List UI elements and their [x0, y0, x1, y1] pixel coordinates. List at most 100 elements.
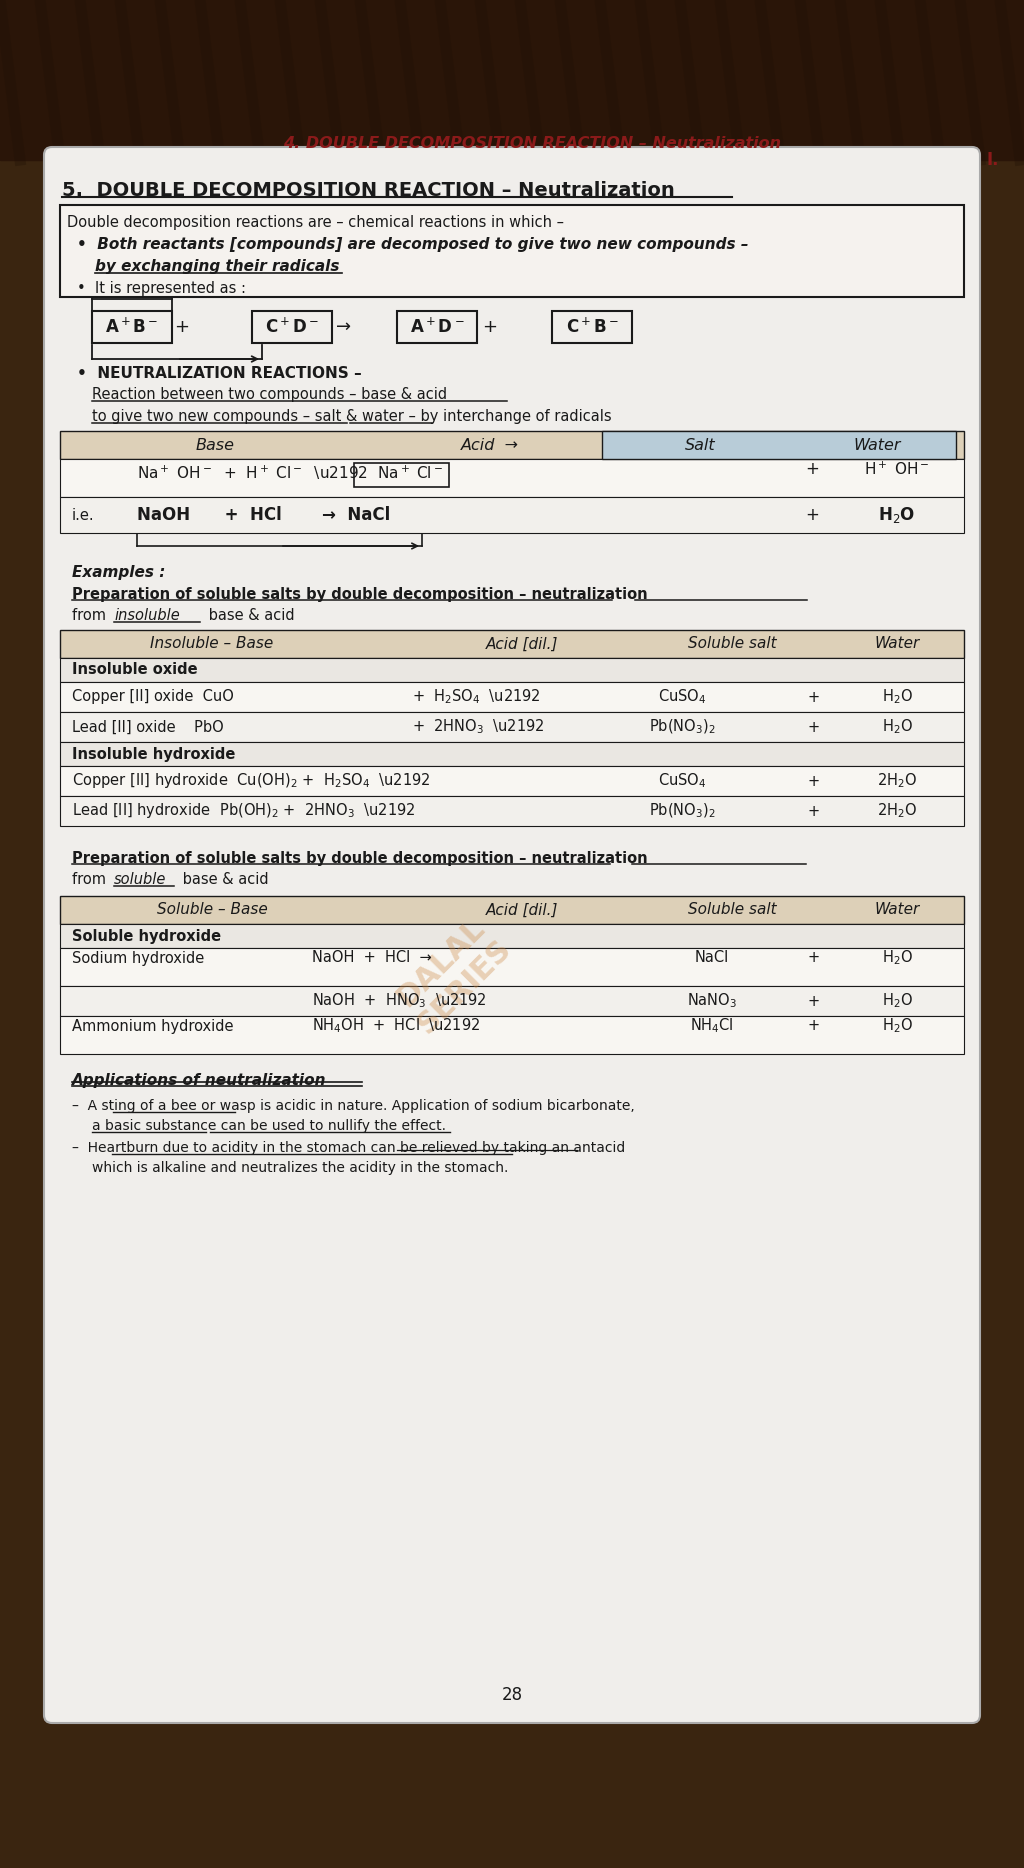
Text: Preparation of soluble salts by double decomposition – neutralization: Preparation of soluble salts by double d…	[72, 587, 647, 601]
Bar	[354, 463, 449, 488]
Text: Salt: Salt	[685, 437, 716, 452]
Text: from: from	[72, 609, 111, 624]
Text: NaOH  +  HCl  →: NaOH + HCl →	[312, 951, 432, 966]
Text: by exchanging their radicals: by exchanging their radicals	[95, 260, 340, 275]
Text: Water: Water	[874, 902, 920, 917]
Bar	[60, 682, 964, 712]
Text: +: +	[805, 460, 819, 478]
Text: Double decomposition reactions are – chemical reactions in which –: Double decomposition reactions are – che…	[67, 215, 564, 230]
Text: from: from	[72, 872, 111, 887]
Text: A$^+$D$^-$: A$^+$D$^-$	[410, 318, 464, 336]
Text: •  It is represented as :: • It is represented as :	[77, 280, 246, 295]
Bar	[60, 742, 964, 766]
Text: A$^+$B$^-$: A$^+$B$^-$	[105, 318, 159, 336]
Text: H$_2$O: H$_2$O	[882, 992, 912, 1011]
Text: which is alkaline and neutralizes the acidity in the stomach.: which is alkaline and neutralizes the ac…	[92, 1162, 508, 1175]
Text: to give two new compounds – salt & water – by interchange of radicals: to give two new compounds – salt & water…	[92, 409, 611, 424]
Text: Lead [II] oxide    PbO: Lead [II] oxide PbO	[72, 719, 224, 734]
Text: Acid [dil.]: Acid [dil.]	[485, 637, 558, 652]
Text: +: +	[808, 803, 820, 818]
Text: NaOH      +  HCl       →  NaCl: NaOH + HCl → NaCl	[137, 506, 390, 525]
Text: base & acid: base & acid	[204, 609, 295, 624]
Text: a basic substance can be used to nullify the effect.: a basic substance can be used to nullify…	[92, 1119, 446, 1134]
Text: •  NEUTRALIZATION REACTIONS –: • NEUTRALIZATION REACTIONS –	[77, 366, 361, 381]
Text: Pb(NO$_3$)$_2$: Pb(NO$_3$)$_2$	[648, 717, 716, 736]
Text: +: +	[482, 318, 498, 336]
Text: Water: Water	[853, 437, 901, 452]
Text: 2H$_2$O: 2H$_2$O	[877, 771, 918, 790]
Text: NaCl: NaCl	[695, 951, 729, 966]
Text: +: +	[174, 318, 189, 336]
Text: Reaction between two compounds – base & acid: Reaction between two compounds – base & …	[92, 387, 447, 402]
Text: +  2HNO$_3$  \u2192: + 2HNO$_3$ \u2192	[412, 717, 545, 736]
Text: soluble: soluble	[114, 872, 166, 887]
Text: +  H$_2$SO$_4$  \u2192: + H$_2$SO$_4$ \u2192	[412, 687, 541, 706]
Text: 2H$_2$O: 2H$_2$O	[877, 801, 918, 820]
Bar	[60, 460, 964, 497]
Text: NaNO$_3$: NaNO$_3$	[687, 992, 737, 1011]
Text: H$^+$ OH$^-$: H$^+$ OH$^-$	[864, 460, 930, 478]
Text: +: +	[808, 994, 820, 1009]
Text: H$_2$O: H$_2$O	[882, 687, 912, 706]
Bar	[397, 310, 477, 344]
Text: Acid  →: Acid →	[461, 437, 519, 452]
Text: +: +	[808, 689, 820, 704]
Bar	[60, 897, 964, 925]
Text: Pb(NO$_3$)$_2$: Pb(NO$_3$)$_2$	[648, 801, 716, 820]
Text: NH$_4$Cl: NH$_4$Cl	[690, 1016, 734, 1035]
Text: Acid [dil.]: Acid [dil.]	[485, 902, 558, 917]
Text: –  Heartburn due to acidity in the stomach can be relieved by taking an antacid: – Heartburn due to acidity in the stomac…	[72, 1141, 626, 1154]
Text: NaOH  +  HNO$_3$  \u2192: NaOH + HNO$_3$ \u2192	[312, 992, 486, 1011]
Text: C$^+$B$^-$: C$^+$B$^-$	[565, 318, 618, 336]
Text: CuSO$_4$: CuSO$_4$	[657, 771, 707, 790]
Text: DALAL
SERIES: DALAL SERIES	[387, 910, 517, 1040]
Text: NH$_4$OH  +  HCl  \u2192: NH$_4$OH + HCl \u2192	[312, 1016, 480, 1035]
Text: +: +	[808, 1018, 820, 1033]
Bar	[60, 205, 964, 297]
Text: Insoluble – Base: Insoluble – Base	[151, 637, 273, 652]
Text: base & acid: base & acid	[178, 872, 268, 887]
Text: Insoluble oxide: Insoluble oxide	[72, 663, 198, 678]
Text: Sodium hydroxide: Sodium hydroxide	[72, 951, 204, 966]
Text: Water: Water	[874, 637, 920, 652]
Bar	[60, 1016, 964, 1054]
Bar	[60, 796, 964, 826]
Text: H$_2$O: H$_2$O	[882, 717, 912, 736]
Text: Soluble salt: Soluble salt	[688, 637, 776, 652]
Text: +: +	[808, 719, 820, 734]
Text: Copper [II] oxide  CuO: Copper [II] oxide CuO	[72, 689, 233, 704]
Text: 5.  DOUBLE DECOMPOSITION REACTION – Neutralization: 5. DOUBLE DECOMPOSITION REACTION – Neutr…	[62, 181, 675, 200]
Text: Na$^+$ OH$^-$  +  H$^+$ Cl$^-$  \u2192  Na$^+$ Cl$^-$: Na$^+$ OH$^-$ + H$^+$ Cl$^-$ \u2192 Na$^…	[137, 463, 443, 482]
Text: H$_2$O: H$_2$O	[879, 504, 915, 525]
Text: Copper [II] hydroxide  Cu(OH)$_2$ +  H$_2$SO$_4$  \u2192: Copper [II] hydroxide Cu(OH)$_2$ + H$_2$…	[72, 771, 430, 790]
Text: Soluble salt: Soluble salt	[688, 902, 776, 917]
Text: Applications of neutralization: Applications of neutralization	[72, 1072, 327, 1087]
Text: Soluble hydroxide: Soluble hydroxide	[72, 928, 221, 943]
Text: Lead [II] hydroxide  Pb(OH)$_2$ +  2HNO$_3$  \u2192: Lead [II] hydroxide Pb(OH)$_2$ + 2HNO$_3…	[72, 801, 416, 820]
Text: H$_2$O: H$_2$O	[882, 949, 912, 968]
Text: i.e.: i.e.	[72, 508, 94, 523]
Text: I.: I.	[987, 151, 999, 168]
Bar	[252, 310, 332, 344]
Text: 28: 28	[502, 1687, 522, 1704]
Bar	[92, 310, 172, 344]
Bar	[60, 947, 964, 986]
Bar	[60, 712, 964, 742]
Bar	[60, 925, 964, 947]
Bar	[60, 658, 964, 682]
Bar	[60, 766, 964, 796]
Text: Examples :: Examples :	[72, 564, 165, 579]
Text: →: →	[337, 318, 351, 336]
Text: insoluble: insoluble	[114, 609, 180, 624]
Text: H$_2$O: H$_2$O	[882, 1016, 912, 1035]
Text: +: +	[805, 506, 819, 525]
FancyBboxPatch shape	[44, 148, 980, 1722]
Text: Base: Base	[196, 437, 234, 452]
Text: CuSO$_4$: CuSO$_4$	[657, 687, 707, 706]
Bar	[60, 986, 964, 1016]
Text: C$^+$D$^-$: C$^+$D$^-$	[265, 318, 318, 336]
Text: Preparation of soluble salts by double decomposition – neutralization: Preparation of soluble salts by double d…	[72, 850, 647, 865]
Bar	[602, 432, 956, 460]
Text: +: +	[808, 773, 820, 788]
Bar	[60, 432, 964, 460]
